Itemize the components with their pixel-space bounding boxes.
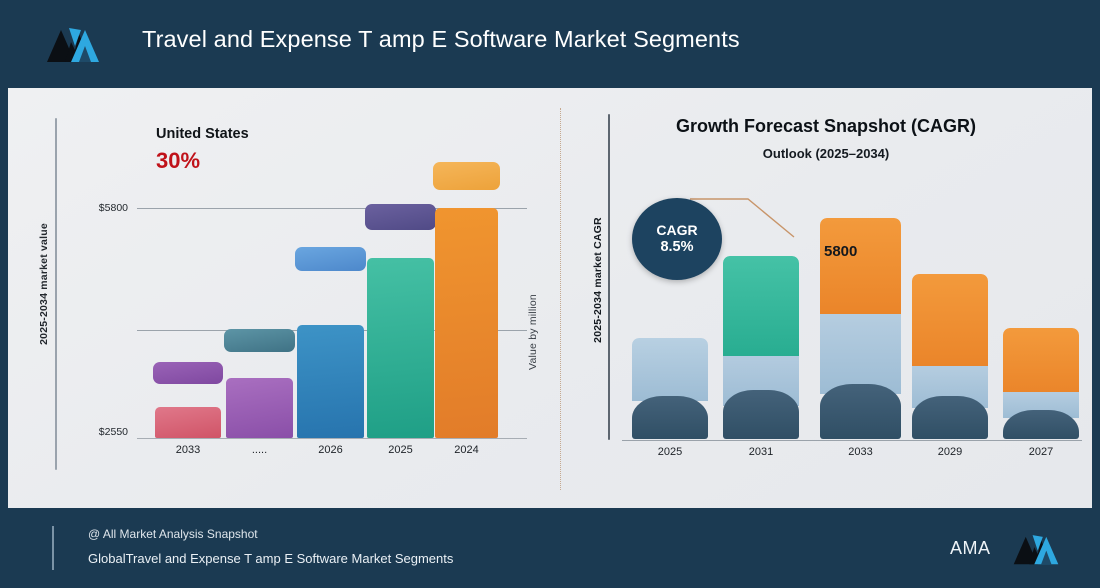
page-title: Travel and Expense T amp E Software Mark… bbox=[142, 26, 740, 52]
footer-accent-rule bbox=[52, 526, 54, 570]
cagr-badge: CAGR 8.5% bbox=[632, 198, 722, 280]
x-tick-2033: 2033 bbox=[848, 446, 873, 458]
x-tick-2033: 2033 bbox=[175, 444, 201, 456]
segment-top-2029 bbox=[912, 274, 988, 370]
bar-cap-2026b bbox=[295, 247, 366, 271]
bar-2025 bbox=[367, 258, 434, 438]
segment-base-2025 bbox=[632, 396, 708, 439]
stacked-bar-2027 bbox=[1003, 328, 1079, 439]
x-tick-2024: 2024 bbox=[454, 444, 479, 456]
left-right-axis-label: Value by million bbox=[527, 294, 539, 370]
left-y-axis-label: 2025-2034 market value bbox=[38, 223, 50, 345]
bar-cap-2024 bbox=[433, 162, 500, 190]
left-bar-chart: 2025-2034 market value Value by million … bbox=[8, 88, 560, 508]
right-y-axis-line bbox=[608, 114, 610, 440]
segment-base-2033 bbox=[820, 384, 901, 439]
right-baseline bbox=[622, 440, 1082, 441]
segment-top-2031 bbox=[723, 256, 799, 361]
x-tick-2029: 2029 bbox=[937, 446, 963, 458]
country-label: United States bbox=[156, 126, 249, 142]
bar-cap-dots bbox=[224, 329, 295, 352]
segment-base-2031 bbox=[723, 390, 799, 439]
bar-cap-2033 bbox=[153, 362, 223, 384]
footer-brand-text: AMA bbox=[950, 538, 991, 558]
footer-bar: @ All Market Analysis Snapshot GlobalTra… bbox=[0, 508, 1100, 588]
stacked-bar-2029 bbox=[912, 274, 988, 439]
segment-top-2027 bbox=[1003, 328, 1079, 396]
x-tick-2027: 2027 bbox=[1028, 446, 1054, 458]
stacked-bar-2031 bbox=[723, 256, 799, 439]
x-tick-2031: 2031 bbox=[748, 446, 774, 458]
right-chart-subtitle: Outlook (2025–2034) bbox=[762, 146, 890, 161]
right-chart-title: Growth Forecast Snapshot (CAGR) bbox=[675, 116, 976, 136]
segment-base-2029 bbox=[912, 396, 988, 439]
stacked-bar-2033 bbox=[820, 218, 901, 439]
country-share-value: 30% bbox=[156, 148, 201, 173]
x-tick-dots: ..... bbox=[251, 444, 268, 456]
x-tick-2026: 2026 bbox=[318, 444, 343, 456]
y-tick-5800: $5800 bbox=[98, 202, 128, 214]
footer-subtitle: GlobalTravel and Expense T amp E Softwar… bbox=[88, 551, 454, 566]
left-baseline bbox=[137, 438, 527, 439]
y-tick-2550: $2550 bbox=[98, 426, 128, 438]
segment-top-2033 bbox=[820, 218, 901, 318]
segment-mid-2025 bbox=[632, 338, 708, 401]
x-tick-2025: 2025 bbox=[657, 446, 683, 458]
ama-mountain-logo-icon bbox=[45, 22, 101, 64]
bar-2033 bbox=[155, 407, 221, 438]
segment-base-2027 bbox=[1003, 410, 1079, 439]
peak-data-label: 5800 bbox=[824, 243, 858, 260]
right-y-axis-label: 2025-2034 market CAGR bbox=[592, 217, 604, 343]
bar-dots bbox=[226, 378, 293, 438]
stacked-bar-2025 bbox=[632, 338, 708, 439]
cagr-badge-value: 8.5% bbox=[660, 238, 694, 255]
cagr-badge-label: CAGR bbox=[656, 221, 698, 238]
header-bar: Travel and Expense T amp E Software Mark… bbox=[0, 0, 1100, 88]
footer-attribution: @ All Market Analysis Snapshot bbox=[88, 527, 258, 541]
x-tick-2025: 2025 bbox=[388, 444, 413, 456]
segment-mid-2033 bbox=[820, 314, 901, 394]
panel-divider bbox=[560, 108, 561, 490]
gridline-upper bbox=[137, 208, 527, 209]
right-stacked-bar-chart: 2025-2034 market CAGR Growth Forecast Sn… bbox=[560, 88, 1092, 508]
bar-2026 bbox=[297, 325, 364, 438]
bar-cap-2025 bbox=[365, 204, 436, 230]
bar-2024 bbox=[435, 208, 498, 438]
left-y-axis-line bbox=[55, 118, 57, 470]
ama-mountain-logo-icon bbox=[1012, 530, 1060, 566]
